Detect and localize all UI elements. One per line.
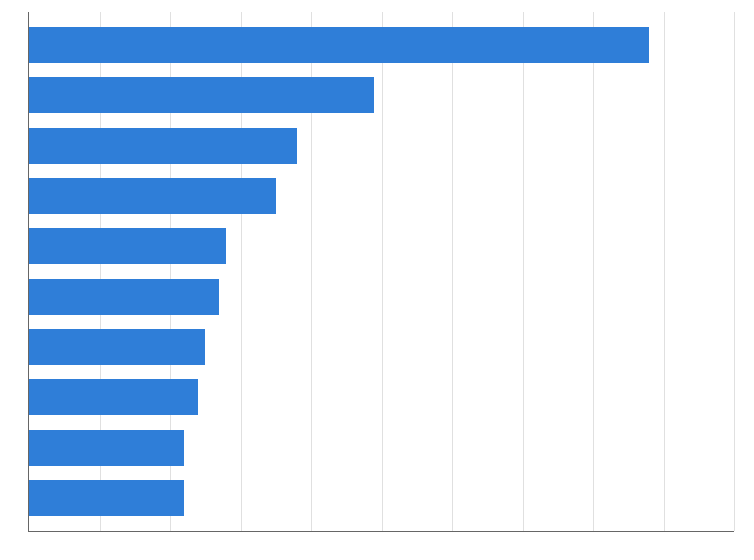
bar-row xyxy=(29,128,734,164)
bar xyxy=(29,430,184,466)
bar xyxy=(29,379,198,415)
bar-row xyxy=(29,329,734,365)
bar xyxy=(29,77,374,113)
bar xyxy=(29,329,205,365)
bar xyxy=(29,178,276,214)
bar-row xyxy=(29,77,734,113)
bar xyxy=(29,228,226,264)
bar-row xyxy=(29,178,734,214)
gridline xyxy=(734,12,735,531)
plot-area xyxy=(28,12,734,532)
bar-row xyxy=(29,228,734,264)
bar xyxy=(29,279,219,315)
bar-row xyxy=(29,379,734,415)
bars xyxy=(29,12,734,531)
bar xyxy=(29,27,649,63)
bar xyxy=(29,480,184,516)
bar xyxy=(29,128,297,164)
bar-row xyxy=(29,27,734,63)
bar-row xyxy=(29,480,734,516)
bar-row xyxy=(29,279,734,315)
bar-row xyxy=(29,430,734,466)
chart-container xyxy=(0,0,754,560)
